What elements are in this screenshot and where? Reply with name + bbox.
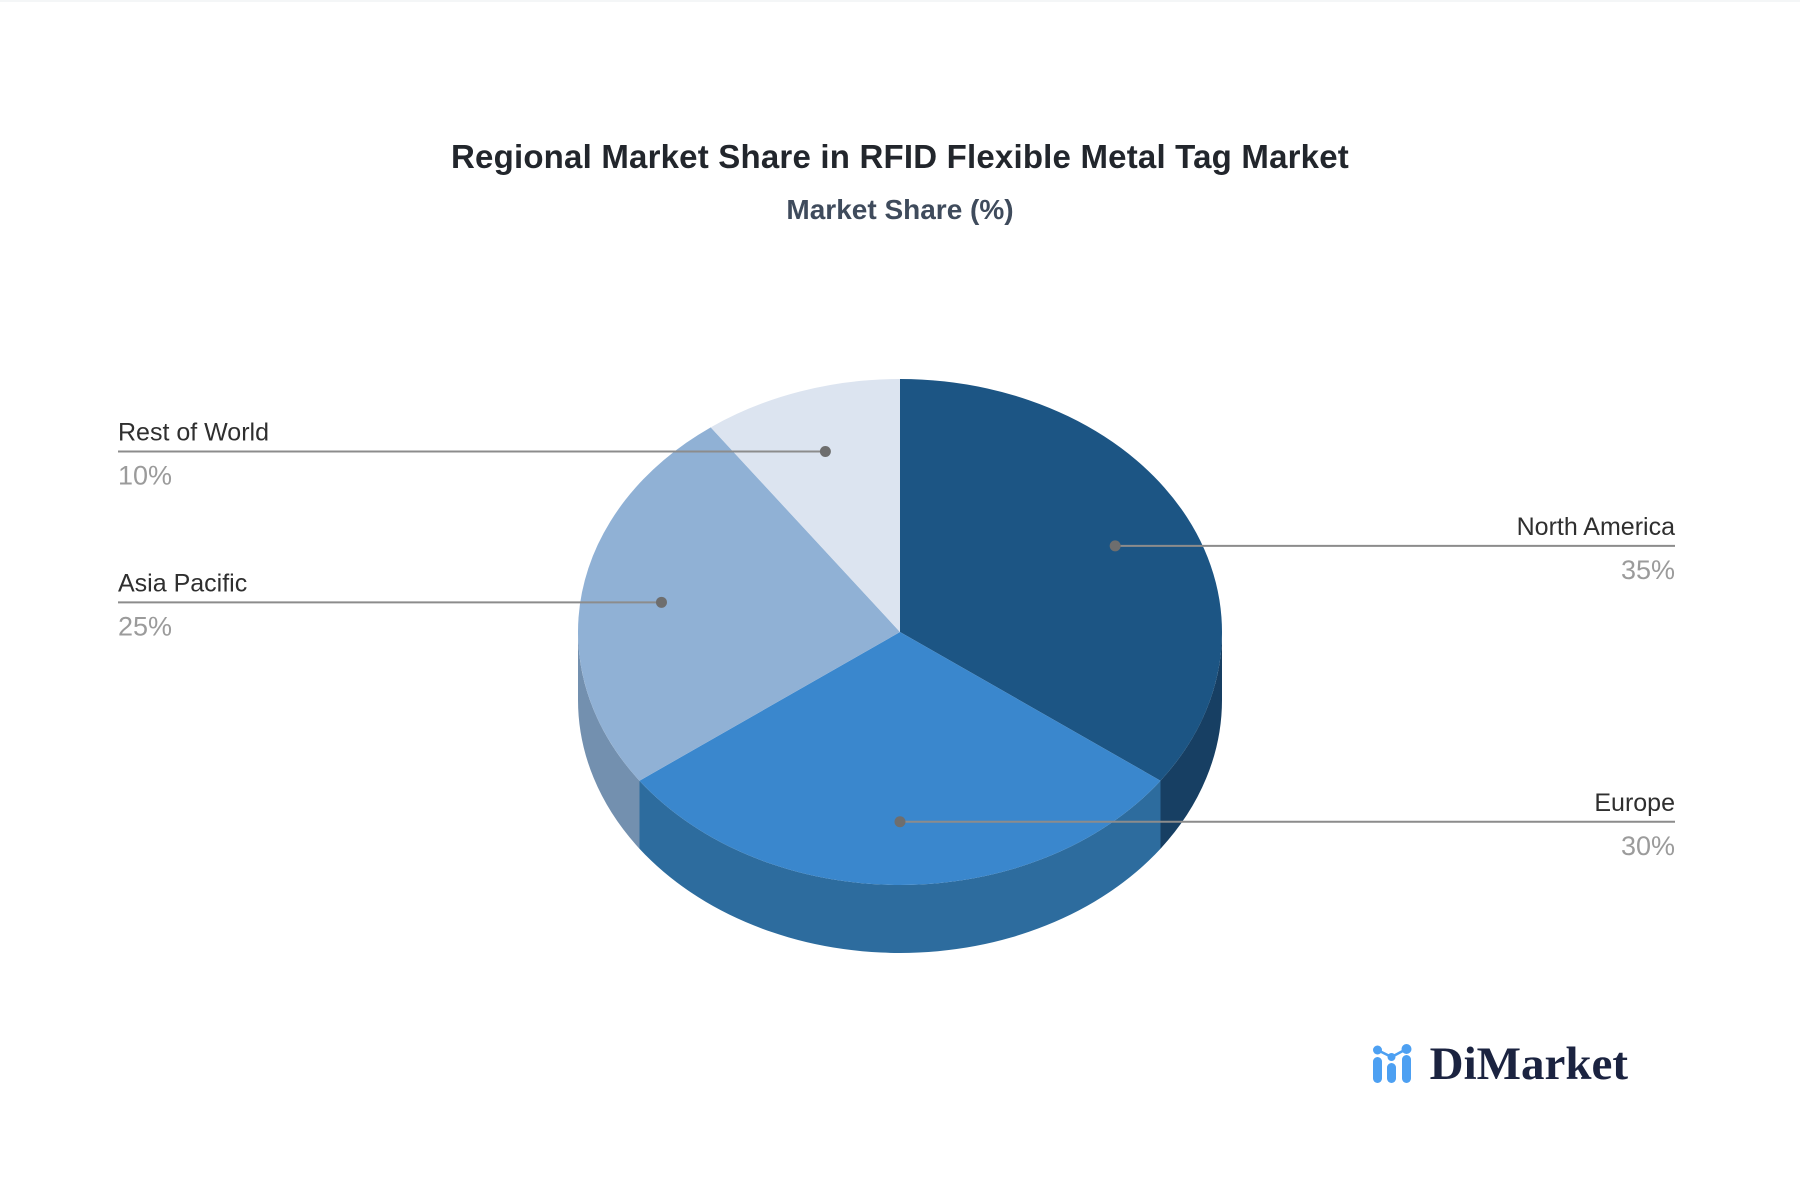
pie-slice-side-europe [639, 780, 1161, 953]
slice-label-rest-of-world: Rest of World [118, 419, 269, 447]
pie-slice-rest-of-world[interactable] [710, 379, 900, 632]
pie-slice-north-america[interactable] [900, 379, 1222, 781]
slice-label-europe: Europe [1594, 789, 1675, 817]
slice-value-rest-of-world: 10% [118, 461, 172, 491]
leader-dot-north-america [1109, 540, 1121, 552]
chart-subtitle: Market Share (%) [786, 194, 1014, 225]
leader-dot-rest-of-world [819, 446, 831, 458]
pie-slice-side-asia-pacific [578, 632, 640, 849]
brand-logo: DiMarket [1371, 1038, 1628, 1090]
pie-slice-asia-pacific[interactable] [578, 427, 900, 781]
slice-value-north-america: 35% [1621, 555, 1675, 585]
leader-dot-asia-pacific [655, 596, 667, 608]
slice-value-asia-pacific: 25% [118, 611, 172, 641]
chart-header: Regional Market Share in RFID Flexible M… [0, 138, 1800, 226]
chart-title: Regional Market Share in RFID Flexible M… [451, 138, 1349, 175]
slice-label-asia-pacific: Asia Pacific [118, 569, 247, 597]
pie-slice-side-north-america [1160, 632, 1222, 849]
slice-value-europe: 30% [1621, 831, 1675, 861]
leader-dot-europe [894, 816, 906, 828]
slice-label-north-america: North America [1517, 513, 1675, 541]
brand-name: DiMarket [1429, 1038, 1628, 1090]
bar-chart-logo-icon [1372, 1044, 1412, 1083]
